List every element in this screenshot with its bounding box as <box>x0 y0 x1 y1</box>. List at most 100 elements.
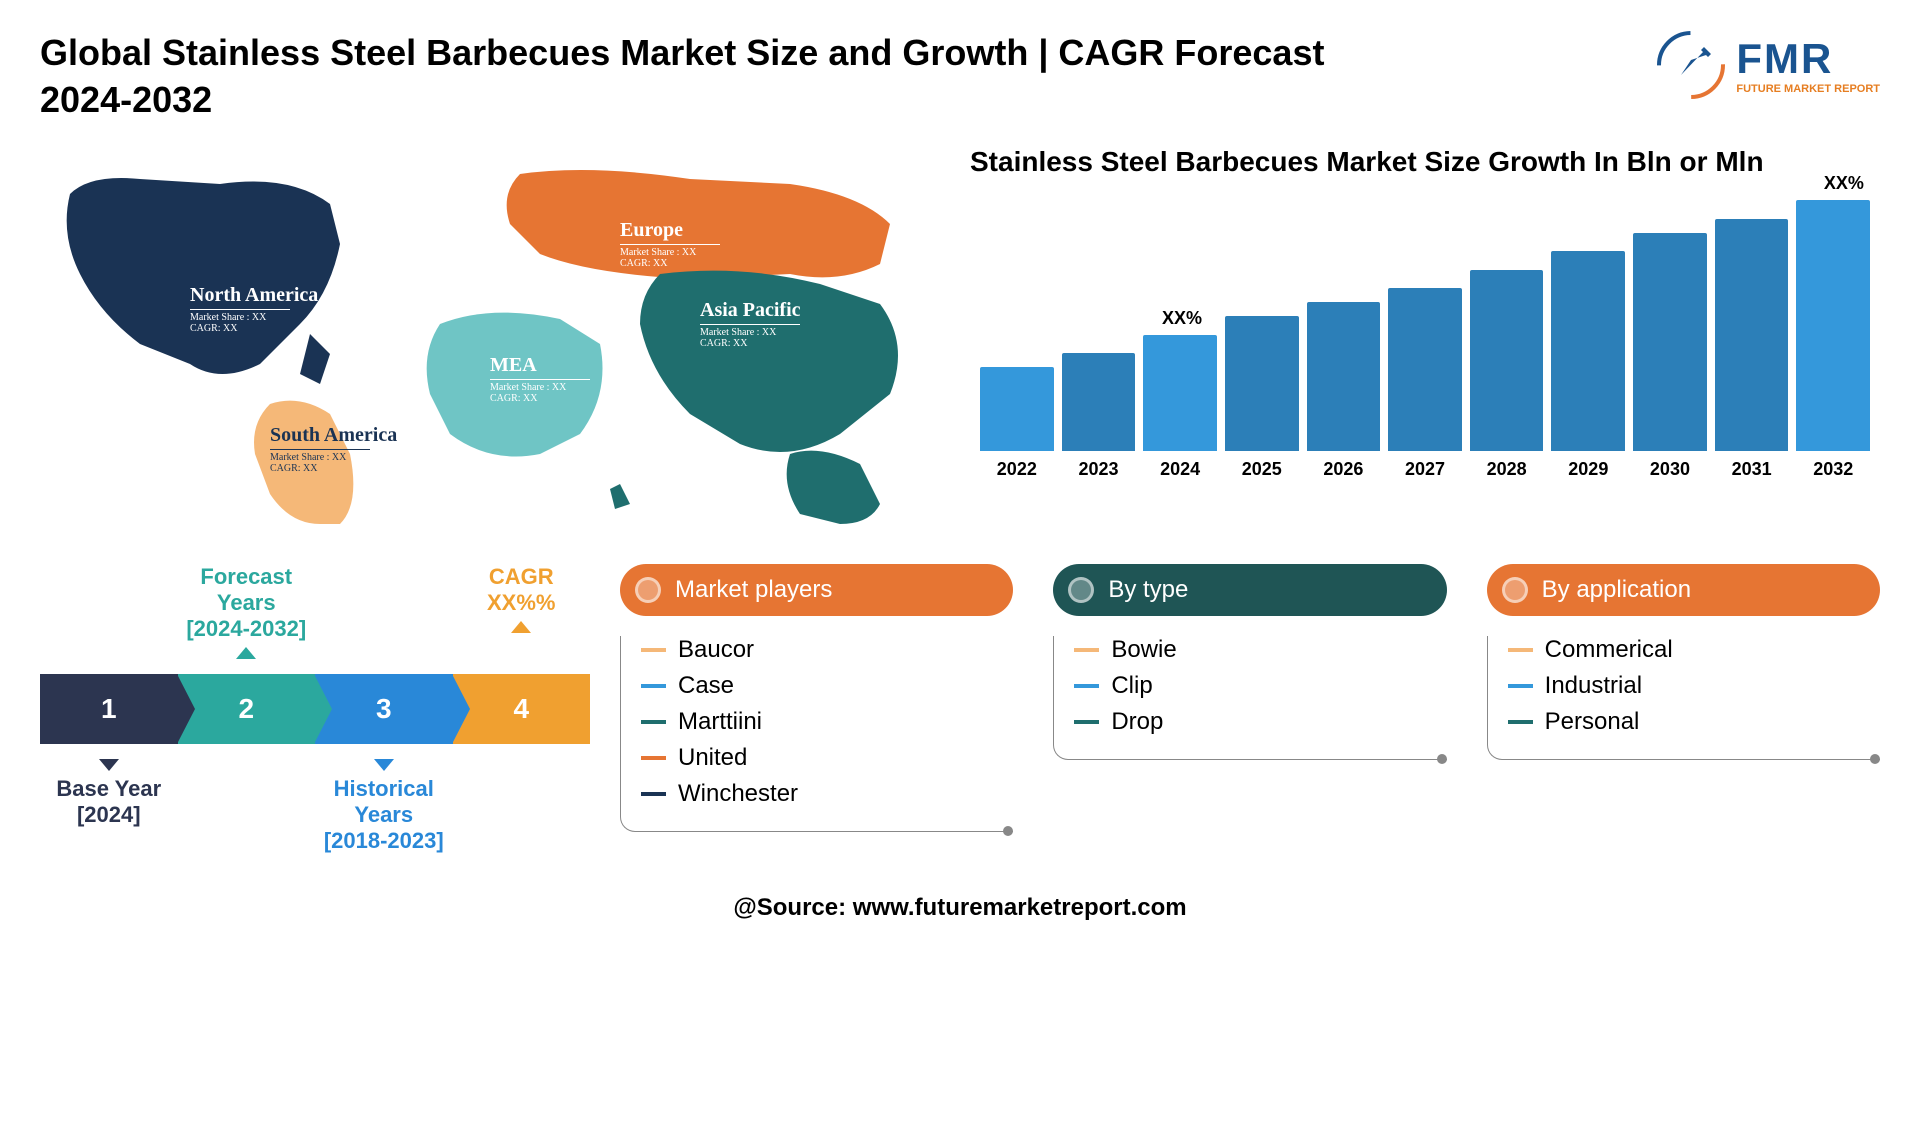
bar-label: 2025 <box>1242 459 1282 480</box>
category-tick-icon <box>1074 720 1099 724</box>
bar-group: 2022 <box>980 367 1054 480</box>
bar-annotation: XX% <box>1824 173 1864 194</box>
bar-group: 2030 <box>1633 233 1707 480</box>
bar-annotation: XX% <box>1162 308 1202 329</box>
bar <box>1388 288 1462 451</box>
bar <box>1307 302 1381 451</box>
category-item: Case <box>641 672 1013 700</box>
category-item: Bowie <box>1074 636 1446 664</box>
category-tick-icon <box>641 648 666 652</box>
source-text: @Source: www.futuremarketreport.com <box>40 894 1880 922</box>
bar-group: 2027 <box>1388 288 1462 480</box>
logo-text-main: FMR <box>1736 35 1880 83</box>
bar <box>1551 251 1625 451</box>
bar <box>1796 200 1870 451</box>
bar-group: 2026 <box>1307 302 1381 480</box>
category-tick-icon <box>1508 684 1533 688</box>
bar <box>1715 219 1789 451</box>
category-item: Clip <box>1074 672 1446 700</box>
bar-label: 2028 <box>1487 459 1527 480</box>
bar-group: 2028 <box>1470 270 1544 480</box>
bar <box>1633 233 1707 451</box>
arrow-up-icon <box>236 647 256 659</box>
category-item-label: Winchester <box>678 780 798 808</box>
bar-label: 2027 <box>1405 459 1445 480</box>
category-item-label: Case <box>678 672 734 700</box>
category-column: By application Commerical Industrial Person… <box>1487 564 1880 854</box>
category-item: United <box>641 744 1013 772</box>
category-item-label: Baucor <box>678 636 754 664</box>
world-map: North AmericaMarket Share : XXCAGR: XX So… <box>40 144 940 524</box>
category-item: Personal <box>1508 708 1880 736</box>
bar-group: 2023 <box>1062 353 1136 480</box>
bar-group: 2032 <box>1796 200 1870 480</box>
bar-group: 2029 <box>1551 251 1625 480</box>
timeline-label: Historical Years[2018-2023] <box>315 776 453 854</box>
region-label: MEAMarket Share : XXCAGR: XX <box>490 354 590 404</box>
category-item-label: Bowie <box>1111 636 1176 664</box>
category-header: By application <box>1487 564 1880 616</box>
category-item-label: United <box>678 744 747 772</box>
timeline-label: CAGRXX%% <box>453 564 591 616</box>
region-label: South AmericaMarket Share : XXCAGR: XX <box>270 424 397 474</box>
category-item: Industrial <box>1508 672 1880 700</box>
region-label: EuropeMarket Share : XXCAGR: XX <box>620 219 720 269</box>
bar-label: 2026 <box>1323 459 1363 480</box>
arrow-up-icon <box>511 621 531 633</box>
category-tick-icon <box>641 684 666 688</box>
timeline: Forecast Years[2024-2032]CAGRXX%% 1234 B… <box>40 564 590 854</box>
bar <box>1062 353 1136 451</box>
category-list: Baucor Case Marttiini United Winchester <box>620 636 1013 832</box>
region-label: Asia PacificMarket Share : XXCAGR: XX <box>700 299 801 349</box>
category-item: Winchester <box>641 780 1013 808</box>
category-tick-icon <box>641 720 666 724</box>
category-header: By type <box>1053 564 1446 616</box>
region-label: North AmericaMarket Share : XXCAGR: XX <box>190 284 318 334</box>
category-item: Baucor <box>641 636 1013 664</box>
bar-label: 2032 <box>1813 459 1853 480</box>
bar-label: 2024 <box>1160 459 1200 480</box>
timeline-label: Base Year[2024] <box>40 776 178 828</box>
chart-title: Stainless Steel Barbecues Market Size Gr… <box>970 144 1880 180</box>
timeline-segment: 2 <box>178 674 316 744</box>
bar <box>1143 335 1217 451</box>
category-tick-icon <box>1074 648 1099 652</box>
bar-label: 2030 <box>1650 459 1690 480</box>
category-item-label: Marttiini <box>678 708 762 736</box>
category-list: Bowie Clip Drop <box>1053 636 1446 760</box>
page-title: Global Stainless Steel Barbecues Market … <box>40 30 1340 124</box>
arrow-down-icon <box>374 759 394 771</box>
category-item-label: Clip <box>1111 672 1152 700</box>
category-column: Market players Baucor Case Marttiini United W… <box>620 564 1013 854</box>
arrow-down-icon <box>99 759 119 771</box>
bar-label: 2023 <box>1078 459 1118 480</box>
bar-group: 2031 <box>1715 219 1789 480</box>
timeline-segment: 1 <box>40 674 178 744</box>
category-item-label: Industrial <box>1545 672 1642 700</box>
category-item-label: Commerical <box>1545 636 1673 664</box>
bar-label: 2031 <box>1732 459 1772 480</box>
bar <box>980 367 1054 451</box>
logo: FMR FUTURE MARKET REPORT <box>1656 30 1880 100</box>
category-list: Commerical Industrial Personal <box>1487 636 1880 760</box>
category-item: Drop <box>1074 708 1446 736</box>
bar-group: 2024 <box>1143 335 1217 480</box>
category-header: Market players <box>620 564 1013 616</box>
bar-label: 2022 <box>997 459 1037 480</box>
category-item-label: Personal <box>1545 708 1640 736</box>
bar-label: 2029 <box>1568 459 1608 480</box>
bar-group: 2025 <box>1225 316 1299 480</box>
bar <box>1470 270 1544 451</box>
category-item: Marttiini <box>641 708 1013 736</box>
bar-chart: Stainless Steel Barbecues Market Size Gr… <box>970 144 1880 524</box>
category-tick-icon <box>1508 720 1533 724</box>
category-tick-icon <box>1074 684 1099 688</box>
category-item-label: Drop <box>1111 708 1163 736</box>
logo-icon <box>1656 30 1726 100</box>
category-item: Commerical <box>1508 636 1880 664</box>
logo-text-sub: FUTURE MARKET REPORT <box>1736 83 1880 95</box>
timeline-segment: 4 <box>453 674 591 744</box>
category-tick-icon <box>641 792 666 796</box>
timeline-label: Forecast Years[2024-2032] <box>178 564 316 642</box>
bar <box>1225 316 1299 451</box>
